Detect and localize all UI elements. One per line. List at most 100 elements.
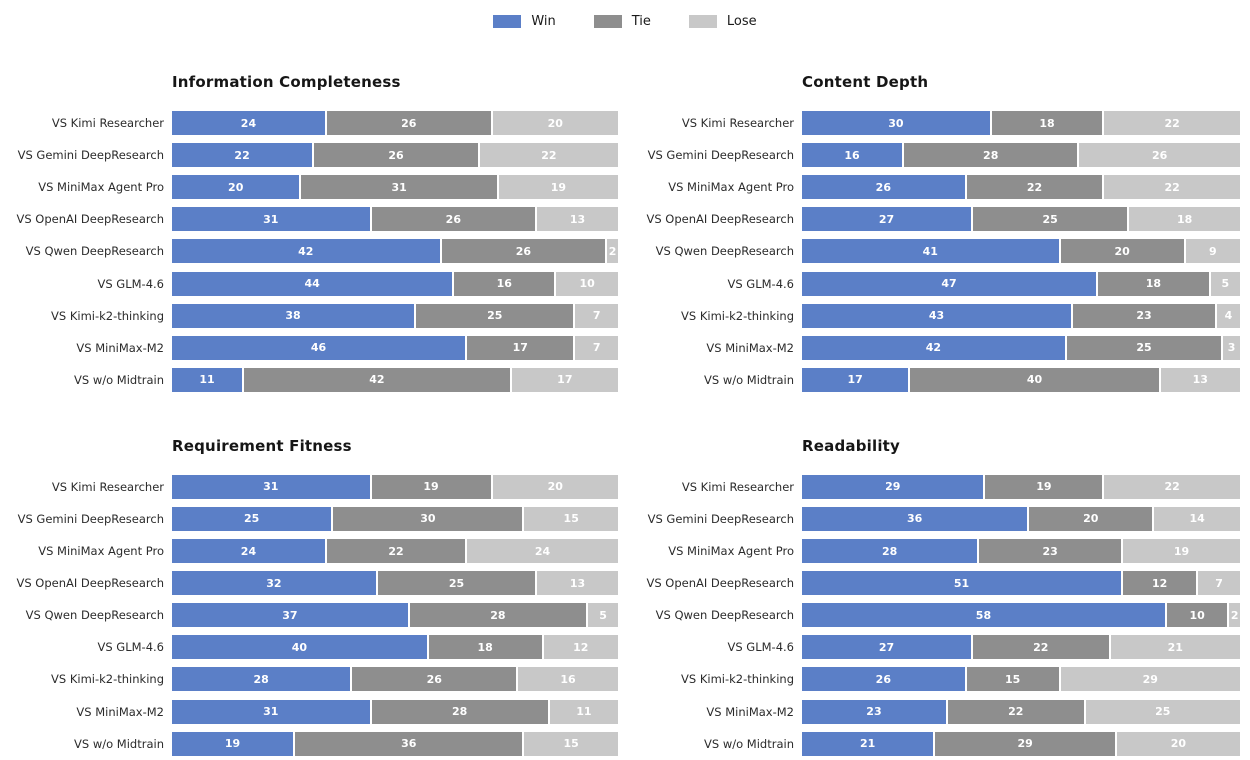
bar-segment-tie: 25 bbox=[375, 571, 536, 596]
bar-segment-tie: 22 bbox=[970, 635, 1109, 660]
bar-value: 23 bbox=[866, 705, 882, 719]
chart-row: VS GLM-4.6 27 22 21 bbox=[630, 631, 1240, 663]
chart-readability: Readability VS Kimi Researcher 29 19 22 VS G… bbox=[630, 435, 1250, 760]
bar-segment-lose: 13 bbox=[535, 571, 618, 596]
bar-segment-win: 22 bbox=[172, 143, 313, 168]
bar-segment-win: 47 bbox=[802, 271, 1097, 296]
stacked-bar: 26 15 29 bbox=[802, 667, 1240, 692]
bar-segment-win: 26 bbox=[802, 667, 965, 692]
bar-segment-win: 31 bbox=[172, 207, 370, 232]
stacked-bar: 27 25 18 bbox=[802, 207, 1240, 232]
bar-value: 15 bbox=[1004, 672, 1021, 686]
bar-segment-lose: 25 bbox=[1083, 699, 1240, 724]
bar-value: 26 bbox=[445, 212, 461, 226]
bar-value: 23 bbox=[1136, 309, 1152, 323]
bar-segment-lose: 3 bbox=[1221, 335, 1240, 360]
bar-segment-win: 42 bbox=[172, 239, 440, 264]
bar-segment-tie: 29 bbox=[933, 731, 1115, 756]
stacked-bar: 47 18 5 bbox=[802, 271, 1240, 296]
bar-segment-tie: 12 bbox=[1121, 571, 1197, 596]
category-label: VS Kimi Researcher bbox=[51, 116, 164, 131]
bar-value: 36 bbox=[906, 512, 923, 526]
bar-segment-tie: 42 bbox=[242, 367, 510, 392]
stacked-bar: 17 40 13 bbox=[802, 367, 1240, 392]
bar-value: 18 bbox=[477, 640, 493, 654]
bar-segment-tie: 22 bbox=[324, 539, 466, 564]
bar-value: 25 bbox=[487, 309, 503, 323]
stacked-bar: 29 19 22 bbox=[802, 474, 1240, 499]
stacked-bar: 37 28 5 bbox=[172, 603, 618, 628]
category-label: VS Kimi-k2-thinking bbox=[51, 672, 164, 687]
bar-value: 29 bbox=[1142, 672, 1158, 686]
bar-segment-lose: 5 bbox=[1208, 271, 1240, 296]
bar-segment-tie: 40 bbox=[908, 367, 1159, 392]
category-label: VS GLM-4.6 bbox=[97, 640, 164, 655]
category-label: VS Kimi Researcher bbox=[51, 479, 164, 494]
bar-segment-lose: 15 bbox=[522, 506, 618, 531]
bar-segment-lose: 16 bbox=[516, 667, 618, 692]
bar-value: 26 bbox=[515, 244, 532, 258]
chart-title: Readability bbox=[802, 436, 901, 455]
bar-segment-tie: 19 bbox=[369, 474, 491, 499]
bar-segment-tie: 28 bbox=[407, 603, 587, 628]
bar-segment-win: 16 bbox=[802, 143, 903, 168]
bar-value: 25 bbox=[448, 576, 465, 590]
bar-segment-lose: 13 bbox=[535, 207, 618, 232]
category-label: VS Qwen DeepResearch bbox=[25, 244, 164, 259]
chart-information-completeness: Information Completeness VS Kimi Researc… bbox=[0, 71, 618, 396]
bar-value: 28 bbox=[452, 705, 468, 719]
chart-rows: VS Kimi Researcher 24 26 20 VS Gemini DeepRe… bbox=[0, 107, 618, 396]
bar-segment-tie: 18 bbox=[1096, 271, 1209, 296]
chart-row: VS MiniMax-M2 31 28 11 bbox=[0, 696, 618, 728]
bar-value: 22 bbox=[1164, 180, 1180, 194]
bar-value: 11 bbox=[199, 373, 215, 387]
category-label: VS Kimi-k2-thinking bbox=[681, 308, 794, 323]
bar-value: 2 bbox=[1230, 608, 1239, 622]
category-label: VS GLM-4.6 bbox=[97, 276, 164, 291]
category-label: VS OpenAI DeepResearch bbox=[646, 576, 794, 591]
bar-value: 26 bbox=[426, 672, 442, 686]
category-label: VS MiniMax Agent Pro bbox=[38, 180, 164, 195]
category-label: VS Gemini DeepResearch bbox=[17, 511, 164, 526]
bar-value: 11 bbox=[576, 705, 592, 719]
bar-segment-lose: 5 bbox=[586, 603, 618, 628]
legend: Win Tie Lose bbox=[0, 0, 1250, 31]
category-label: VS w/o Midtrain bbox=[704, 372, 794, 387]
bar-value: 22 bbox=[388, 544, 404, 558]
stacked-bar: 40 18 12 bbox=[172, 635, 618, 660]
category-label: VS OpenAI DeepResearch bbox=[16, 576, 164, 591]
bar-segment-tie: 25 bbox=[414, 303, 574, 328]
chart-row: VS MiniMax-M2 23 22 25 bbox=[630, 696, 1240, 728]
chart-row: VS MiniMax Agent Pro 24 22 24 bbox=[0, 535, 618, 567]
bar-value: 24 bbox=[240, 544, 257, 558]
bar-value: 4 bbox=[1224, 309, 1233, 323]
bar-value: 22 bbox=[1033, 640, 1049, 654]
bar-value: 32 bbox=[266, 576, 282, 590]
bar-segment-win: 28 bbox=[802, 539, 978, 564]
bar-value: 26 bbox=[1151, 148, 1168, 162]
bar-segment-tie: 25 bbox=[970, 207, 1128, 232]
chart-requirement-fitness: Requirement Fitness VS Kimi Researcher 31… bbox=[0, 435, 618, 760]
chart-row: VS Gemini DeepResearch 25 30 15 bbox=[0, 503, 618, 535]
bar-segment-lose: 11 bbox=[547, 699, 618, 724]
stacked-bar: 41 20 9 bbox=[802, 239, 1240, 264]
bar-value: 40 bbox=[291, 640, 308, 654]
category-label: VS MiniMax-M2 bbox=[706, 704, 794, 719]
chart-row: VS Kimi-k2-thinking 28 26 16 bbox=[0, 663, 618, 695]
legend-item-lose: Lose bbox=[688, 14, 757, 29]
chart-row: VS MiniMax-M2 46 17 7 bbox=[0, 332, 618, 364]
category-label: VS MiniMax Agent Pro bbox=[668, 180, 794, 195]
category-label: VS Qwen DeepResearch bbox=[655, 244, 794, 259]
bar-value: 19 bbox=[1036, 480, 1052, 494]
category-label: VS Kimi Researcher bbox=[681, 479, 794, 494]
category-label: VS MiniMax-M2 bbox=[706, 340, 794, 355]
bar-segment-lose: 19 bbox=[496, 175, 618, 200]
bar-value: 47 bbox=[941, 277, 957, 291]
stacked-bar: 58 10 2 bbox=[802, 603, 1240, 628]
bar-value: 31 bbox=[391, 180, 407, 194]
stacked-bar: 46 17 7 bbox=[172, 335, 618, 360]
stacked-bar: 44 16 10 bbox=[172, 271, 618, 296]
bar-segment-lose: 18 bbox=[1127, 207, 1240, 232]
chart-row: VS Qwen DeepResearch 58 10 2 bbox=[630, 599, 1240, 631]
